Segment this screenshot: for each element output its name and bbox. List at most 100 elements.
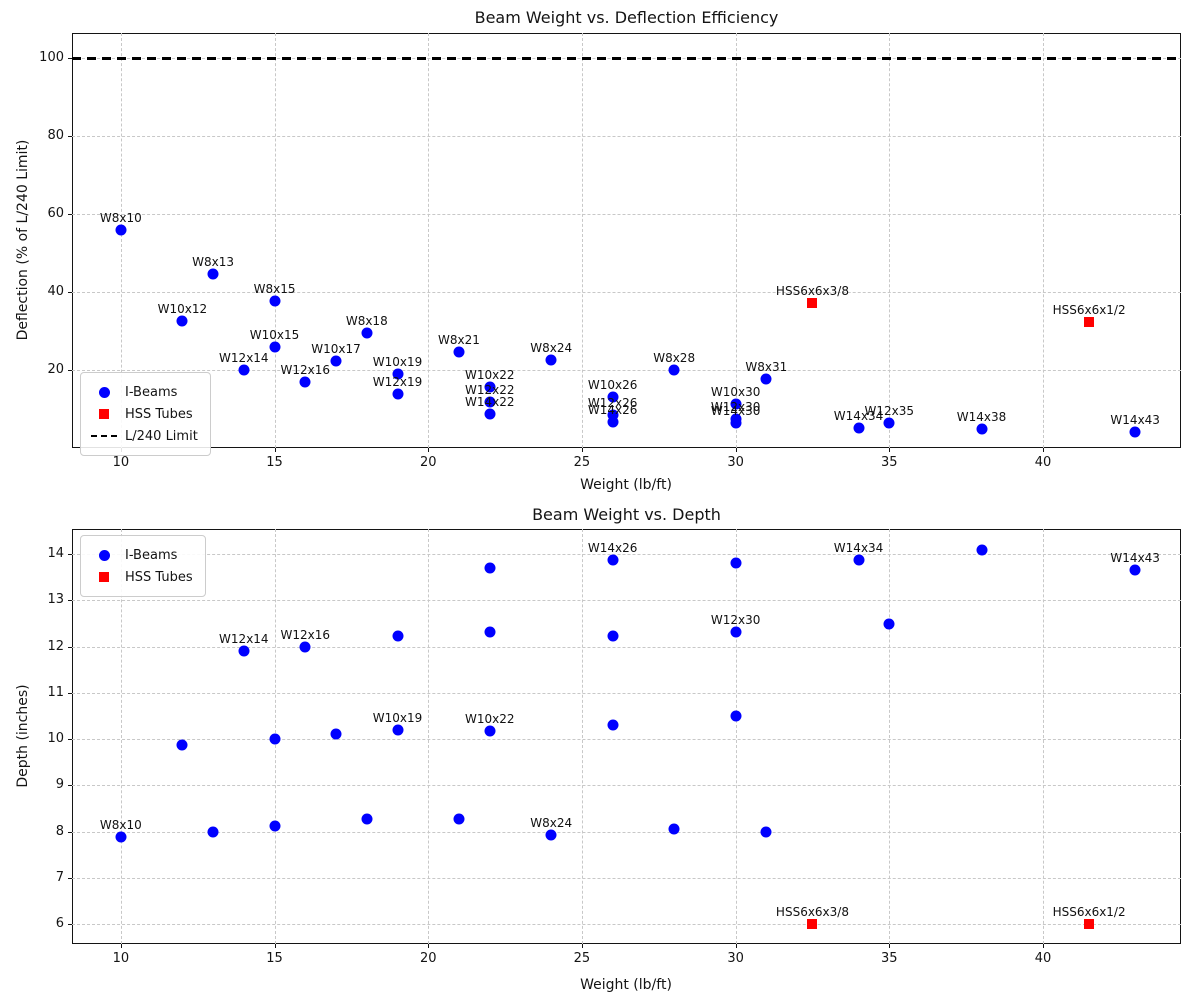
x-tick xyxy=(581,944,583,948)
legend-marker-cell xyxy=(90,572,118,582)
legend-label: I-Beams xyxy=(125,384,178,400)
point-label-w8x24: W8x24 xyxy=(530,340,573,355)
x-gridline xyxy=(428,529,430,944)
point-label-w8x10: W8x10 xyxy=(99,817,142,832)
deflection-plot-area xyxy=(72,33,1181,448)
point-label-w12x14: W12x14 xyxy=(219,631,269,646)
legend-marker-cell xyxy=(90,549,118,561)
point-label-w10x19: W10x19 xyxy=(372,354,423,369)
point-label-hss6x6x3-8: HSS6x6x3/8 xyxy=(775,283,849,298)
x-gridline xyxy=(120,33,122,448)
data-point-w12x22 xyxy=(484,626,496,638)
data-point-w12x14 xyxy=(238,645,250,657)
depth-chart-title: Beam Weight vs. Depth xyxy=(532,505,721,524)
x-tick-label: 40 xyxy=(1034,951,1052,966)
y-gridline xyxy=(72,692,1181,694)
data-point-w12x35 xyxy=(883,417,895,429)
limit-line xyxy=(72,57,1181,60)
data-point-w14x34 xyxy=(853,422,865,434)
x-tick-label: 35 xyxy=(881,951,898,966)
data-point-w10x19 xyxy=(392,724,403,736)
y-tick xyxy=(68,136,72,138)
x-tick xyxy=(120,944,122,948)
deflection-y-axis-label: Deflection (% of L/240 Limit) xyxy=(15,139,31,341)
data-point-w8x21 xyxy=(453,346,465,358)
x-gridline xyxy=(581,33,583,448)
x-tick xyxy=(735,448,737,452)
data-point-w8x13 xyxy=(207,268,219,280)
x-tick-label: 30 xyxy=(727,951,744,966)
y-tick-label: 7 xyxy=(55,869,64,885)
x-gridline xyxy=(274,33,276,448)
y-tick xyxy=(68,370,72,372)
y-tick xyxy=(68,553,72,555)
x-gridline xyxy=(1042,529,1044,944)
y-gridline xyxy=(72,214,1181,216)
data-point-w10x15 xyxy=(269,341,281,353)
data-point-w8x31 xyxy=(760,373,772,385)
data-point-w8x10 xyxy=(115,831,127,843)
x-tick xyxy=(581,448,583,452)
legend-label: L/240 Limit xyxy=(125,428,198,444)
x-tick-label: 30 xyxy=(727,455,744,470)
data-point-w8x13 xyxy=(207,826,219,838)
data-point-w10x26 xyxy=(607,391,619,403)
hss-square-icon xyxy=(99,409,109,419)
legend-label: HSS Tubes xyxy=(125,569,193,585)
legend-label: HSS Tubes xyxy=(125,406,193,422)
point-label-w10x12: W10x12 xyxy=(157,301,208,316)
data-point-hss6x6x1-2 xyxy=(1084,316,1095,327)
x-gridline xyxy=(735,529,737,944)
point-label-w14x34: W14x34 xyxy=(833,540,884,555)
y-gridline xyxy=(72,553,1181,555)
x-tick-label: 40 xyxy=(1034,455,1052,470)
data-point-w14x38 xyxy=(976,423,987,435)
y-tick-label: 12 xyxy=(47,638,64,654)
y-gridline xyxy=(72,292,1181,294)
data-point-w14x22 xyxy=(484,408,496,420)
point-label-w8x31: W8x31 xyxy=(745,359,788,374)
point-label-w8x15: W8x15 xyxy=(253,282,296,297)
data-point-w10x19 xyxy=(392,368,403,380)
x-tick xyxy=(428,448,430,452)
legend-entry-ibeams: I-Beams xyxy=(90,381,198,403)
y-tick-label: 11 xyxy=(47,684,64,700)
data-point-w10x17 xyxy=(330,355,342,367)
x-gridline xyxy=(120,529,122,944)
point-label-w8x18: W8x18 xyxy=(345,314,388,329)
y-gridline xyxy=(72,370,1181,372)
point-label-w12x30: W12x30 xyxy=(710,399,761,414)
data-point-w10x22 xyxy=(484,725,496,737)
x-gridline xyxy=(1042,33,1044,448)
y-gridline xyxy=(72,877,1181,879)
y-tick xyxy=(68,58,72,60)
data-point-hss6x6x3-8 xyxy=(807,919,818,930)
hss-square-icon xyxy=(99,572,109,582)
point-label-w14x22: W14x22 xyxy=(464,394,515,409)
data-point-w12x22 xyxy=(484,396,496,408)
y-gridline xyxy=(72,739,1181,741)
data-point-hss6x6x3-8 xyxy=(807,297,818,308)
x-tick-label: 15 xyxy=(266,455,283,470)
point-label-w12x35: W12x35 xyxy=(864,404,915,419)
point-label-w14x38: W14x38 xyxy=(956,409,1007,424)
point-label-w12x16: W12x16 xyxy=(280,362,331,377)
y-tick xyxy=(68,831,72,833)
point-label-w8x10: W8x10 xyxy=(99,210,142,225)
point-label-w14x43: W14x43 xyxy=(1110,550,1160,565)
point-label-w14x26: W14x26 xyxy=(587,540,638,555)
data-point-w10x17 xyxy=(330,728,342,740)
point-label-w14x26: W14x26 xyxy=(587,402,638,417)
data-point-w8x28 xyxy=(668,364,680,376)
legend-entry-ibeams: I-Beams xyxy=(90,544,193,566)
x-tick-label: 20 xyxy=(419,455,437,470)
point-label-w12x26: W12x26 xyxy=(587,395,638,410)
point-label-w10x15: W10x15 xyxy=(249,327,300,342)
deflection-x-axis-label: Weight (lb/ft) xyxy=(580,477,672,493)
y-tick-label: 8 xyxy=(55,823,64,839)
y-tick-label: 13 xyxy=(47,592,64,608)
x-gridline xyxy=(581,529,583,944)
point-label-w8x21: W8x21 xyxy=(438,333,480,348)
dashed-line-icon xyxy=(91,434,117,438)
data-point-w10x12 xyxy=(176,739,188,751)
